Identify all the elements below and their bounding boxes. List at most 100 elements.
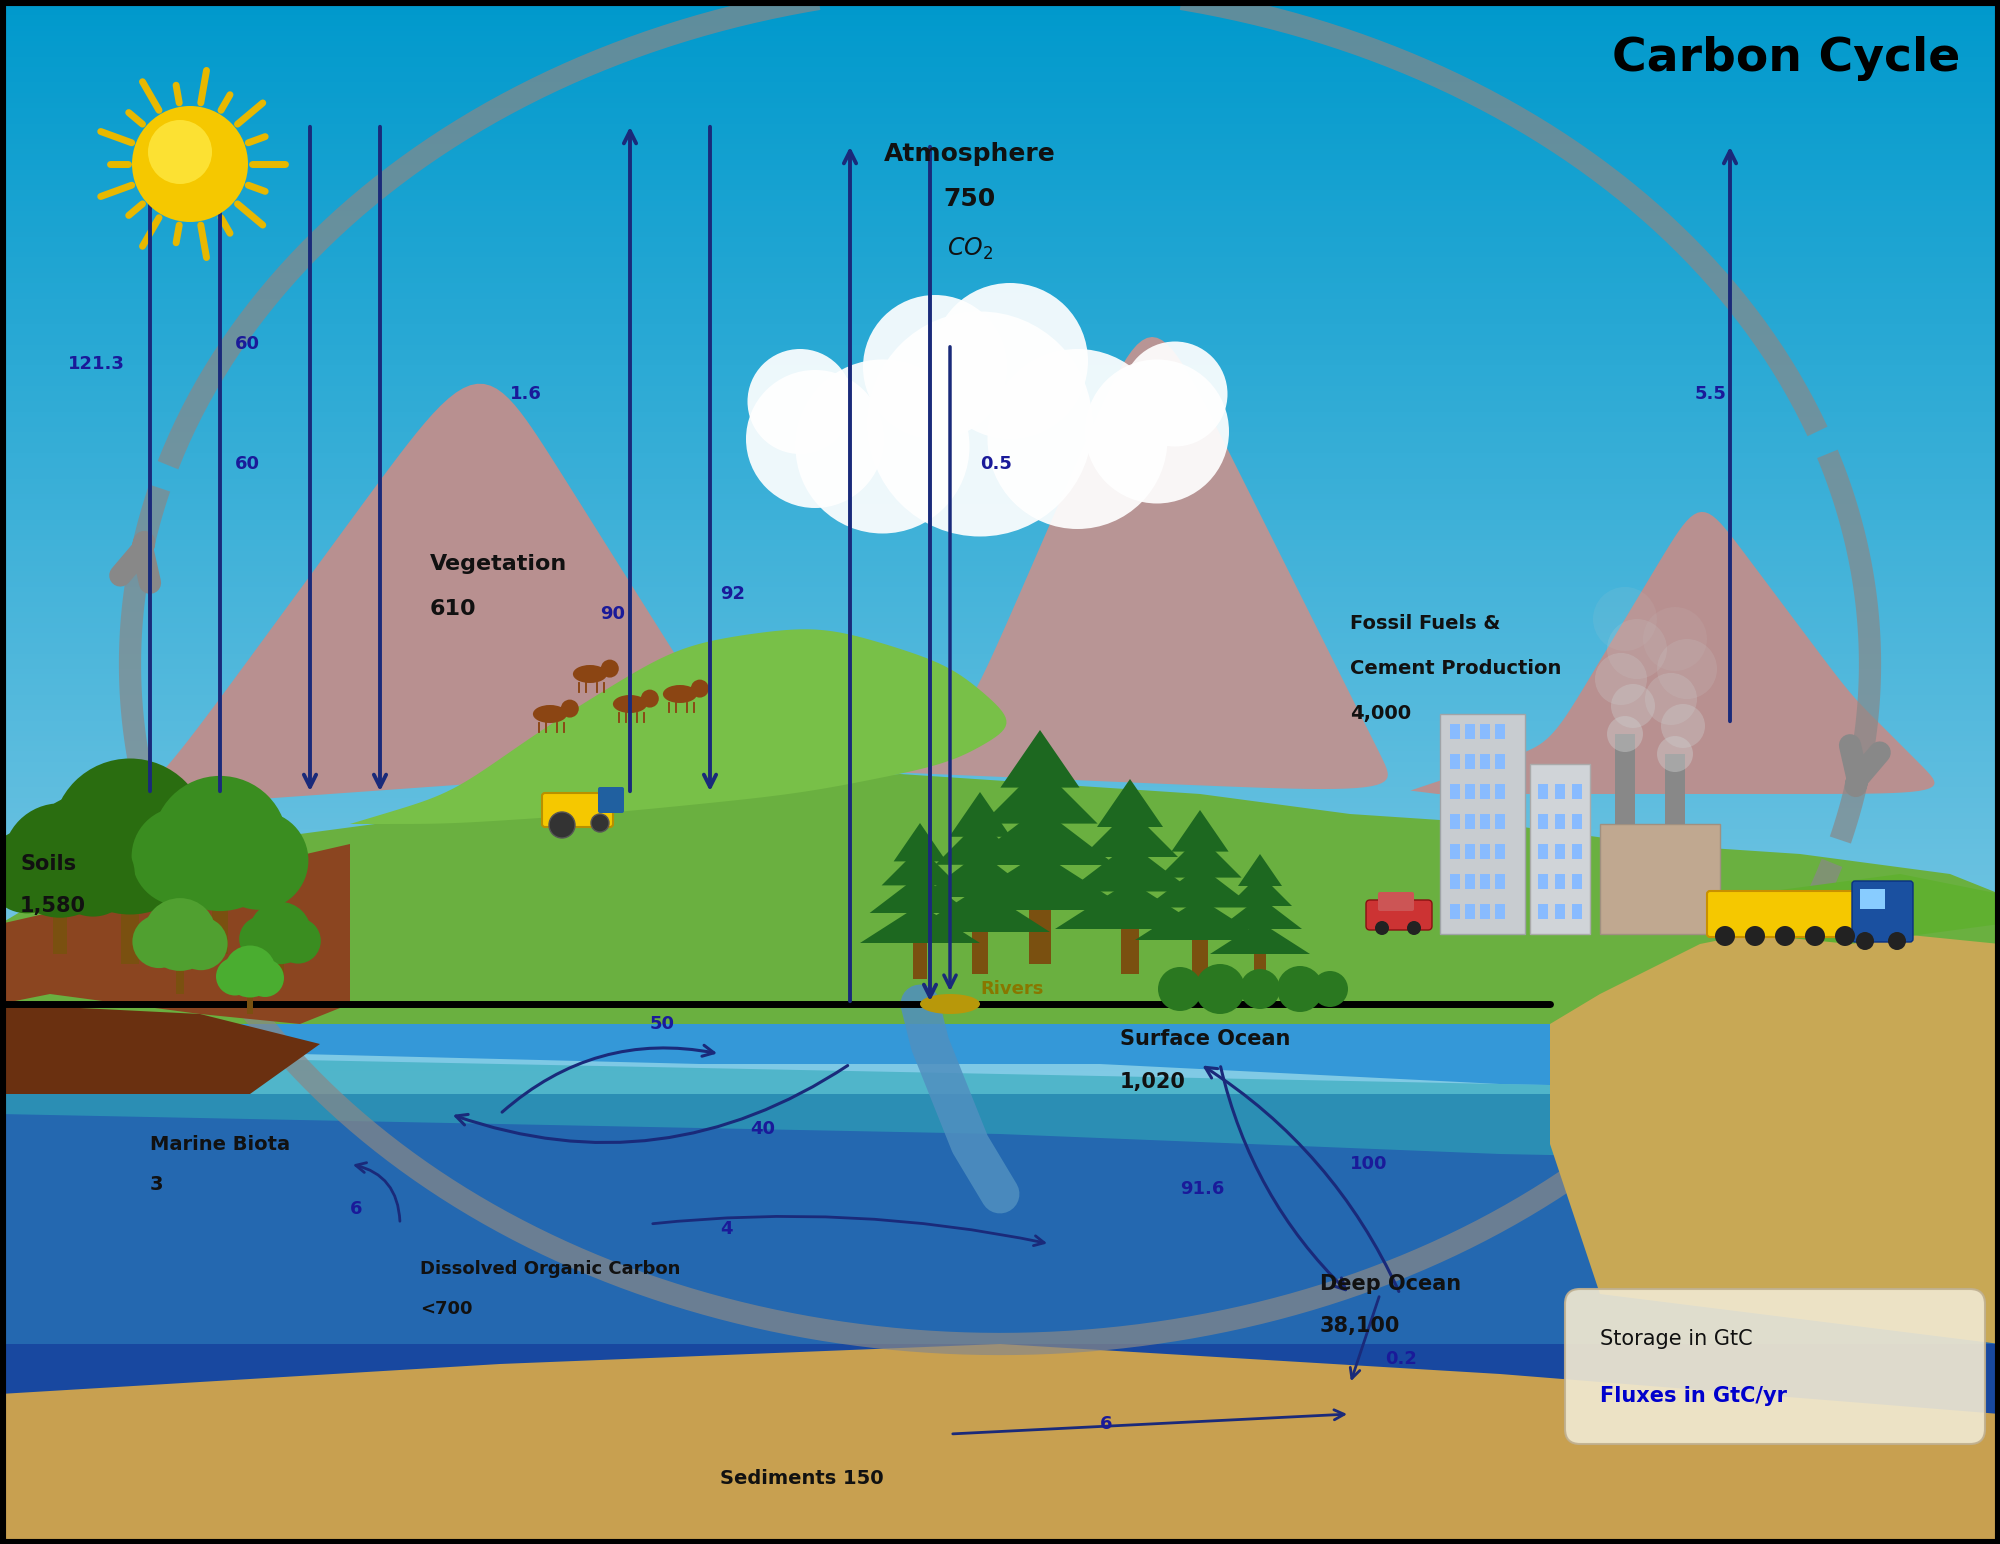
Circle shape: [52, 834, 134, 917]
Bar: [176, 956, 184, 994]
Bar: [0, 1354, 2000, 1359]
Bar: [0, 1147, 2000, 1153]
Bar: [0, 695, 2000, 699]
Polygon shape: [1172, 811, 1228, 852]
Circle shape: [1240, 970, 1280, 1008]
Bar: [1538, 845, 1548, 858]
Bar: [0, 108, 2000, 113]
Circle shape: [1278, 967, 1324, 1011]
Bar: [0, 437, 2000, 443]
Bar: [0, 1339, 2000, 1343]
Bar: [0, 1085, 2000, 1092]
Bar: [0, 556, 2000, 560]
Polygon shape: [1158, 835, 1242, 877]
Bar: [0, 911, 2000, 916]
Polygon shape: [1218, 897, 1302, 929]
Bar: [0, 371, 2000, 375]
Circle shape: [210, 811, 308, 909]
Text: Carbon Cycle: Carbon Cycle: [1612, 36, 1960, 80]
FancyBboxPatch shape: [1378, 892, 1414, 911]
Bar: [1556, 845, 1564, 858]
FancyBboxPatch shape: [1366, 900, 1432, 929]
Bar: [0, 638, 2000, 644]
Bar: [0, 51, 2000, 57]
Bar: [1464, 814, 1476, 829]
Bar: [1480, 753, 1490, 769]
Circle shape: [988, 349, 1168, 530]
Circle shape: [0, 829, 68, 914]
Bar: [0, 205, 2000, 212]
Bar: [0, 545, 2000, 551]
Bar: [0, 962, 2000, 968]
Circle shape: [132, 916, 186, 968]
Bar: [0, 15, 2000, 20]
Text: 92: 92: [720, 585, 744, 604]
Bar: [0, 1235, 2000, 1240]
Bar: [0, 679, 2000, 684]
Bar: [0, 690, 2000, 695]
Circle shape: [1836, 926, 1856, 946]
Circle shape: [174, 917, 228, 970]
Bar: [0, 730, 2000, 736]
Bar: [0, 1096, 2000, 1101]
Bar: [0, 1215, 2000, 1220]
Bar: [0, 289, 2000, 293]
Polygon shape: [1228, 874, 1292, 906]
Bar: [0, 313, 2000, 320]
Bar: [0, 247, 2000, 252]
Bar: [1464, 724, 1476, 740]
Bar: [0, 1138, 2000, 1143]
Bar: [0, 227, 2000, 232]
Bar: [0, 1246, 2000, 1251]
Bar: [0, 838, 2000, 845]
Bar: [0, 540, 2000, 545]
Bar: [0, 1204, 2000, 1209]
Bar: [212, 883, 228, 954]
Bar: [0, 1055, 2000, 1061]
Bar: [0, 823, 2000, 829]
Bar: [1530, 764, 1590, 934]
Bar: [1496, 753, 1506, 769]
Circle shape: [1656, 736, 1692, 772]
Bar: [0, 46, 2000, 51]
Polygon shape: [0, 845, 350, 1024]
Bar: [1572, 903, 1582, 919]
Text: 1.6: 1.6: [510, 384, 542, 403]
Bar: [0, 1178, 2000, 1184]
Bar: [0, 1456, 2000, 1462]
Bar: [0, 293, 2000, 298]
Text: 6: 6: [1100, 1414, 1112, 1433]
Bar: [0, 42, 2000, 46]
Text: Rivers: Rivers: [980, 980, 1044, 997]
Polygon shape: [1146, 866, 1254, 908]
Bar: [0, 957, 2000, 962]
Bar: [0, 170, 2000, 174]
Bar: [0, 587, 2000, 591]
Bar: [0, 931, 2000, 937]
Bar: [0, 1441, 2000, 1447]
Bar: [1572, 784, 1582, 798]
Bar: [1480, 903, 1490, 919]
Circle shape: [796, 360, 970, 534]
Text: Vegetation: Vegetation: [430, 554, 568, 574]
Bar: [0, 514, 2000, 520]
Text: Soils: Soils: [20, 854, 76, 874]
Circle shape: [148, 120, 212, 184]
Bar: [0, 582, 2000, 587]
Bar: [0, 1431, 2000, 1436]
Circle shape: [1608, 619, 1668, 679]
Bar: [0, 699, 2000, 706]
Bar: [0, 1143, 2000, 1147]
Bar: [0, 1513, 2000, 1518]
Bar: [0, 5, 2000, 11]
Bar: [0, 144, 2000, 150]
Bar: [0, 1014, 2000, 1019]
Bar: [1572, 874, 1582, 889]
Bar: [0, 1482, 2000, 1487]
Bar: [0, 505, 2000, 510]
Bar: [1450, 724, 1460, 740]
FancyBboxPatch shape: [1564, 1289, 1986, 1444]
Bar: [0, 1045, 2000, 1050]
Bar: [0, 139, 2000, 144]
Bar: [0, 360, 2000, 366]
